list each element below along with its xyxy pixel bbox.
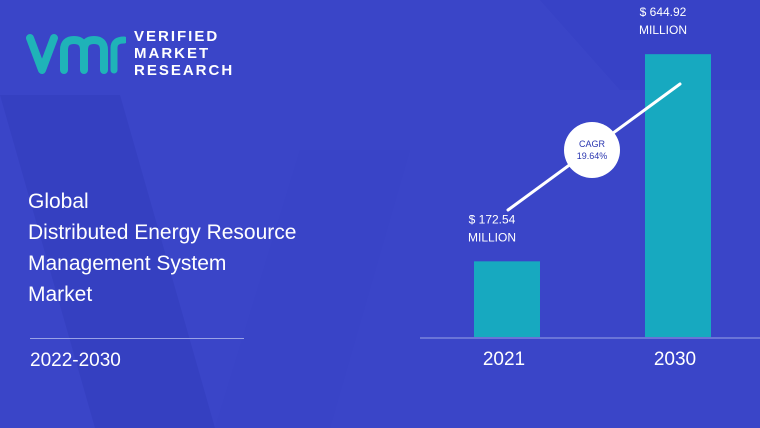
bar-2021 — [474, 261, 540, 337]
forecast-period: 2022-2030 — [30, 350, 121, 371]
cagr-value: 19.64% — [577, 151, 608, 161]
report-title: Global Distributed Energy Resource Manag… — [28, 186, 348, 310]
logo-wordmark: VERIFIED MARKET RESEARCH — [134, 28, 234, 79]
bar-2030 — [645, 54, 711, 337]
report-title-line-1: Global — [28, 190, 89, 213]
data-label-unit-2030: MILLION — [639, 23, 687, 37]
data-label-amount-2030: $ 644.92 — [640, 5, 687, 19]
title-divider — [30, 338, 244, 339]
vmr-logo: VERIFIED MARKET RESEARCH — [26, 28, 236, 80]
cagr-label: CAGR — [579, 139, 606, 149]
x-tick-label-2030: 2030 — [654, 349, 696, 370]
logo-word-market: MARKET — [134, 45, 211, 62]
data-label-unit-2021: MILLION — [468, 230, 516, 244]
data-label-amount-2021: $ 172.54 — [469, 212, 516, 226]
x-tick-label-2021: 2021 — [483, 349, 525, 370]
logo-word-research: RESEARCH — [134, 62, 235, 79]
logo-word-verified: VERIFIED — [134, 28, 220, 45]
report-title-line-2: Distributed Energy Resource — [28, 221, 297, 244]
report-title-line-4: Market — [28, 283, 93, 306]
vmr-logo-mark-icon — [26, 34, 126, 74]
cagr-badge — [564, 122, 620, 178]
report-title-line-3: Management System — [28, 252, 227, 275]
